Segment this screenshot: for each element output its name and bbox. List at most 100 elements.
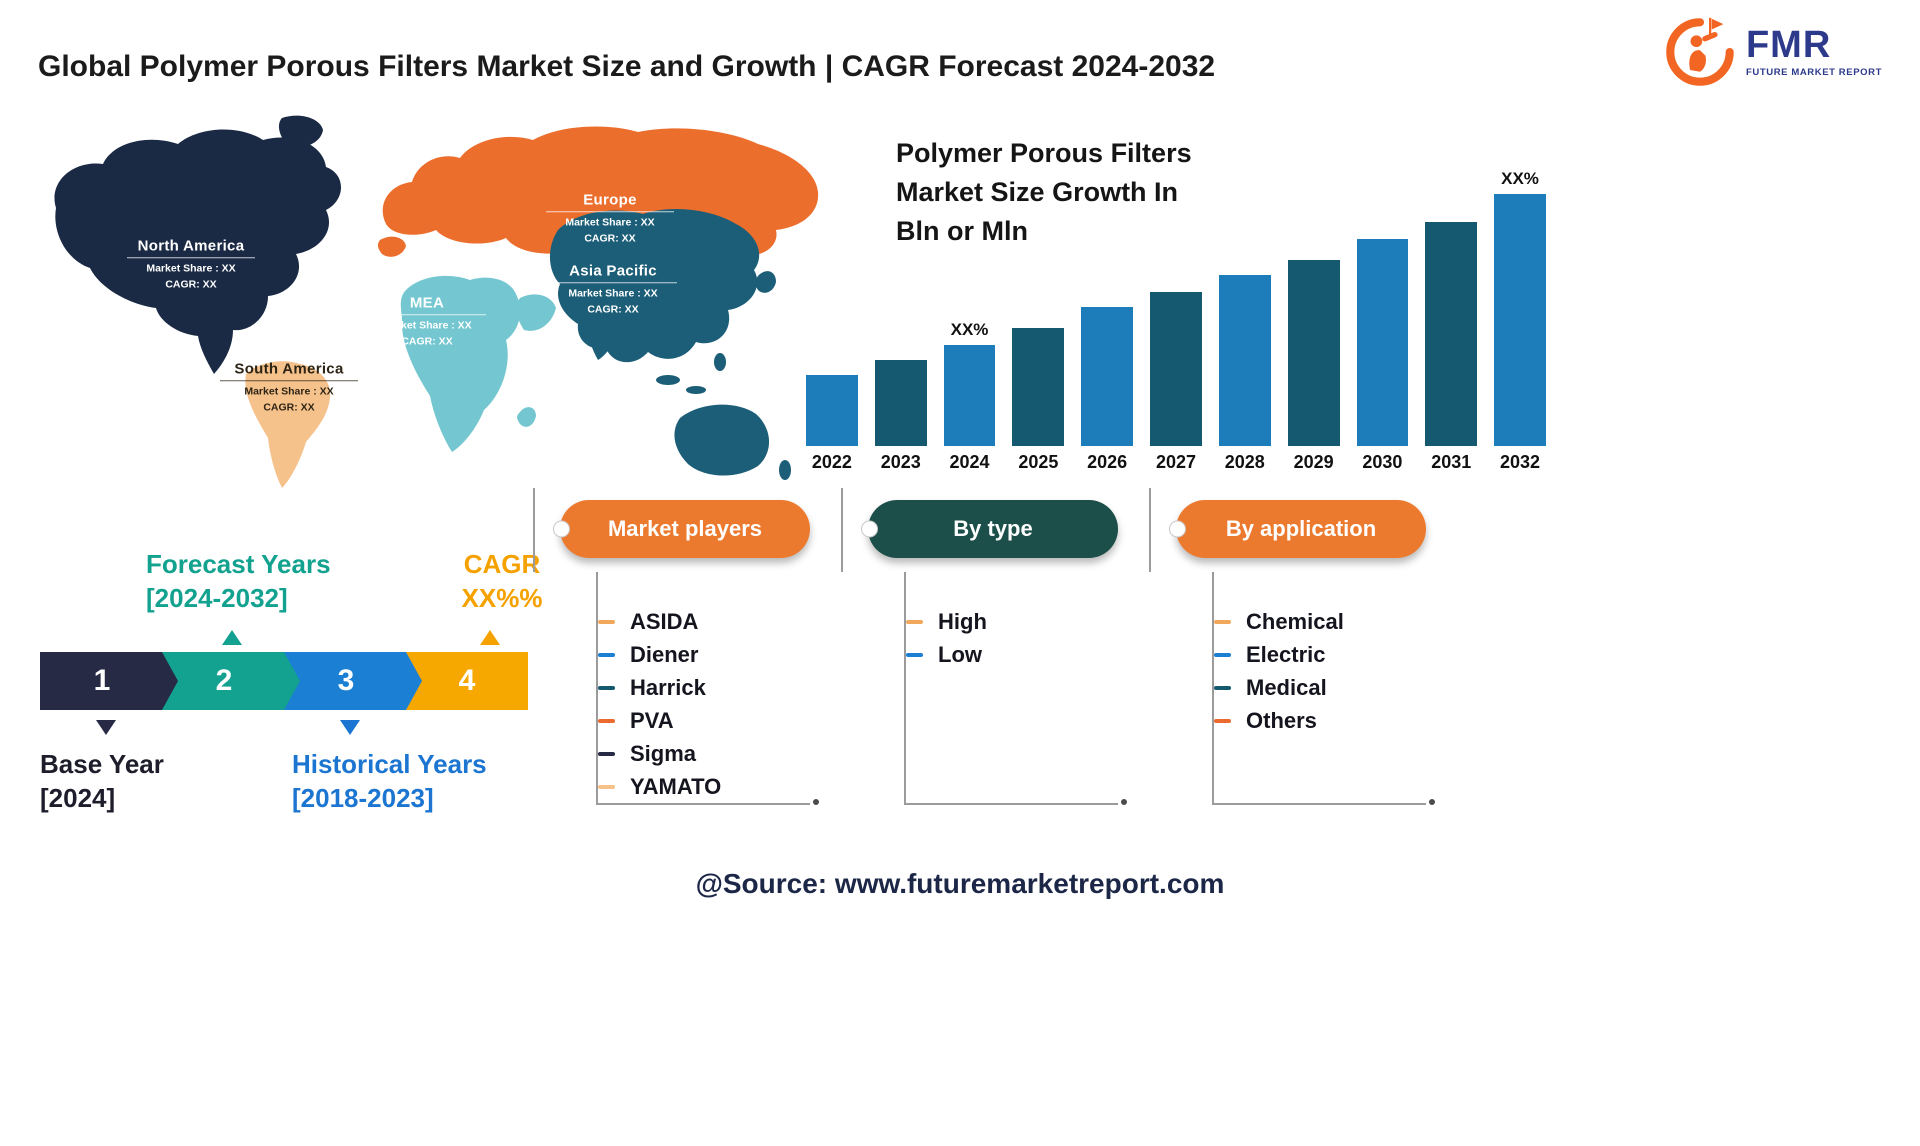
timeline-segment-3: 3 — [284, 652, 422, 710]
category-panel-by-type: By type High Low — [841, 488, 1148, 830]
panel-pill: By application — [1176, 500, 1426, 558]
bar-annotation: XX% — [950, 320, 989, 339]
region-cagr: CAGR: XX — [587, 303, 639, 315]
region-market-share: Market Share : XX — [382, 319, 472, 332]
bracket-dot — [1429, 799, 1435, 805]
bar — [1425, 222, 1478, 446]
chart-title: Polymer Porous Filters Market Size Growt… — [896, 134, 1244, 251]
bar: XX% — [1494, 169, 1546, 446]
bracket-h — [1212, 803, 1426, 805]
bar-annotation: XX% — [1501, 169, 1539, 188]
source-line: @Source: www.futuremarketreport.com — [695, 868, 1225, 899]
north-america-shape — [54, 129, 341, 374]
bar — [1150, 292, 1202, 446]
list-item: Electric — [1214, 638, 1344, 671]
chart-title-line: Bln or Mln — [896, 216, 1028, 247]
africa-shape — [400, 275, 521, 452]
region-cagr: CAGR: XX — [401, 335, 453, 347]
item-tick-icon — [1214, 619, 1231, 624]
region-market-share: Market Share : XX — [146, 262, 236, 275]
region-cagr: CAGR: XX — [263, 401, 315, 413]
region-cagr: CAGR: XX — [584, 232, 636, 244]
cagr-pointer-icon — [480, 630, 500, 645]
bar-2026: 2026 — [1081, 180, 1134, 472]
panel-title: By application — [1225, 516, 1377, 541]
item-label: Chemical — [1246, 608, 1344, 634]
timeline-segment-4: 4 — [406, 652, 528, 710]
bar-2028: 2028 — [1218, 180, 1271, 472]
list-item: Chemical — [1214, 605, 1344, 638]
bar-year-label: 2031 — [1431, 452, 1472, 472]
arabia-shape — [516, 294, 556, 331]
item-tick-icon — [1214, 652, 1231, 657]
bar-2031: 2031 — [1425, 180, 1478, 472]
bar-year-label: 2024 — [949, 452, 990, 472]
forecast-pointer-icon — [222, 630, 242, 645]
world-map-svg — [54, 115, 819, 488]
segment-number: 4 — [458, 664, 476, 697]
item-tick-icon — [598, 652, 615, 657]
item-tick-icon — [598, 619, 615, 624]
bar — [1356, 239, 1409, 446]
region-name: South America — [234, 360, 344, 378]
bar-2025: 2025 — [1012, 180, 1065, 472]
philippines-island — [714, 353, 726, 371]
connector-line — [841, 488, 843, 572]
bar-2024: XX% 2024 — [943, 180, 996, 472]
panel-item-list: Chemical Electric Medical Others — [1214, 605, 1344, 737]
page-title: Global Polymer Porous Filters Market Siz… — [38, 50, 1216, 84]
segment-number: 1 — [93, 664, 111, 697]
chart-title-line: Market Size Growth In — [896, 177, 1179, 208]
bar: XX% — [943, 320, 996, 446]
list-item: Harrick — [598, 671, 721, 704]
panel-item-list: ASIDA Diener Harrick PVA Sigma YAMATO — [598, 605, 721, 803]
bar-year-label: 2032 — [1500, 452, 1541, 472]
bracket-dot — [1121, 799, 1127, 805]
new-zealand-shape — [779, 460, 791, 480]
bar-year-label: 2026 — [1087, 452, 1128, 472]
list-item: High — [906, 605, 987, 638]
item-label: Electric — [1246, 641, 1326, 667]
item-tick-icon — [906, 619, 923, 624]
indonesia-island-1 — [656, 375, 680, 385]
bar-2023: 2023 — [874, 180, 927, 472]
region-name: Europe — [583, 191, 637, 209]
item-tick-icon — [598, 784, 615, 789]
item-label: Others — [1246, 707, 1317, 733]
divider — [127, 257, 255, 259]
item-label: Diener — [630, 641, 699, 667]
cagr-label: CAGR XX%% — [461, 549, 543, 613]
australia-shape — [674, 404, 770, 476]
category-panel-market-players: Market players ASIDA Diener Harrick PVA Sigma… — [533, 488, 840, 830]
bracket-dot — [813, 799, 819, 805]
bar-2022: 2022 — [806, 180, 858, 472]
category-panels: Market players ASIDA Diener Harrick PVA Sigma… — [533, 488, 1456, 830]
panel-pill: Market players — [560, 500, 810, 558]
madagascar-shape — [517, 407, 536, 427]
bar-series: 2022 2023 XX% 2024 2025 2026 2027 2028 2029 2030 2… — [806, 169, 1546, 472]
forecast-years-label: Forecast Years [2024-2032] — [146, 549, 331, 613]
bar-year-label: 2028 — [1224, 452, 1265, 472]
bracket-h — [596, 803, 810, 805]
list-item: Sigma — [598, 737, 721, 770]
divider — [546, 211, 674, 213]
list-item: PVA — [598, 704, 721, 737]
bar — [874, 360, 927, 446]
item-label: ASIDA — [630, 608, 699, 634]
fmr-logo-text: FMR — [1745, 24, 1832, 67]
bar — [806, 375, 858, 446]
indonesia-island-2 — [686, 386, 706, 394]
item-tick-icon — [598, 718, 615, 723]
bar — [1218, 275, 1271, 446]
japan-shape — [755, 271, 776, 293]
bar — [1012, 328, 1065, 446]
south-america-shape — [245, 361, 331, 488]
bracket-v — [904, 572, 906, 805]
bar-2030: 2030 — [1356, 180, 1409, 472]
region-market-share: Market Share : XX — [565, 216, 655, 229]
fmr-logo: FMR FUTURE MARKET REPORT — [1664, 16, 1882, 88]
list-item: Others — [1214, 704, 1344, 737]
base-year-label: Base Year [2024] — [40, 749, 164, 813]
connector-line — [533, 488, 535, 572]
fmr-logo-mark — [1666, 17, 1734, 86]
